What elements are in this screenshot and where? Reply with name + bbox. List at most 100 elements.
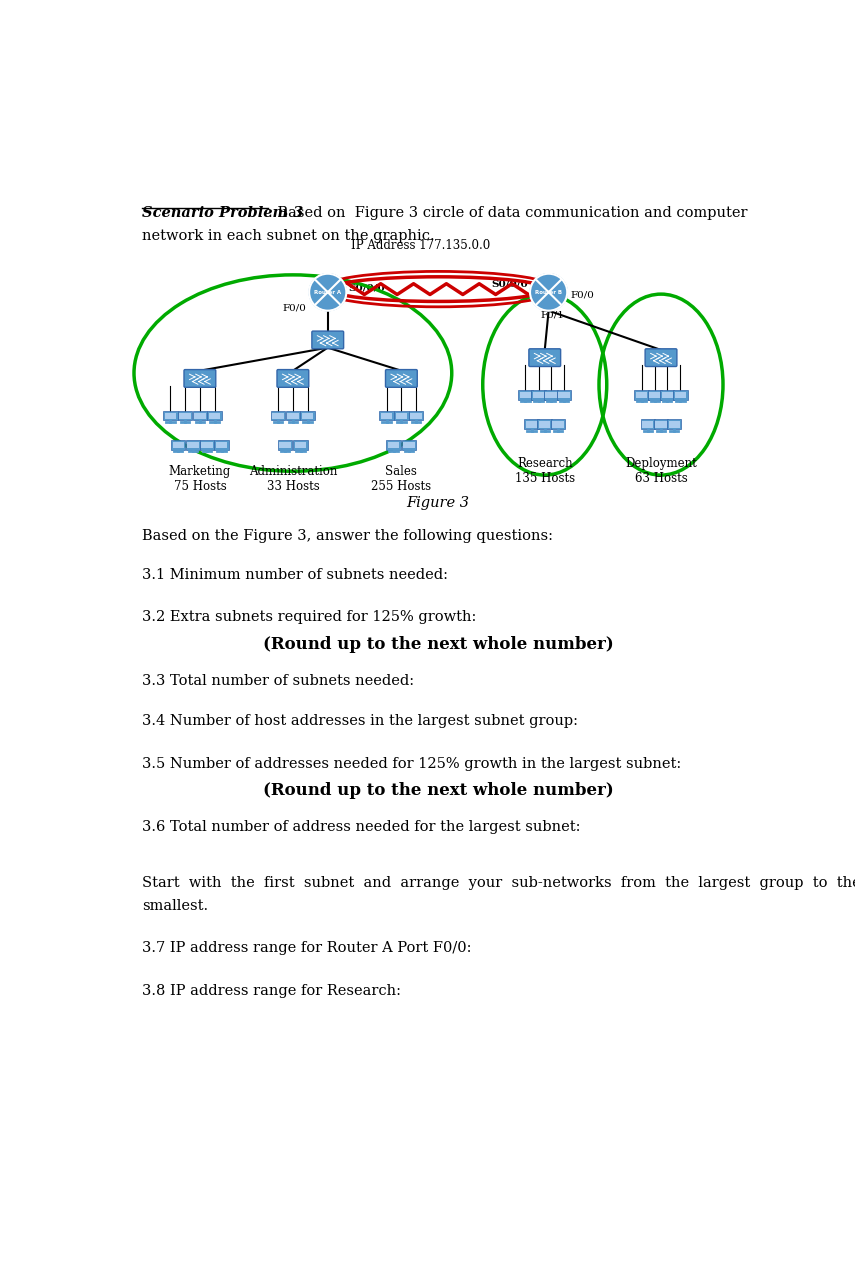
FancyBboxPatch shape bbox=[286, 411, 300, 420]
FancyBboxPatch shape bbox=[409, 411, 423, 420]
FancyBboxPatch shape bbox=[216, 442, 227, 448]
FancyBboxPatch shape bbox=[551, 419, 565, 429]
FancyBboxPatch shape bbox=[300, 411, 315, 420]
FancyBboxPatch shape bbox=[295, 442, 306, 448]
FancyBboxPatch shape bbox=[186, 440, 200, 449]
FancyBboxPatch shape bbox=[552, 421, 563, 428]
Text: 3.3 Total number of subnets needed:: 3.3 Total number of subnets needed: bbox=[142, 675, 414, 689]
FancyBboxPatch shape bbox=[173, 442, 184, 448]
FancyBboxPatch shape bbox=[171, 440, 186, 449]
Text: 3.8 IP address range for Research:: 3.8 IP address range for Research: bbox=[142, 983, 401, 997]
FancyBboxPatch shape bbox=[526, 421, 537, 428]
FancyBboxPatch shape bbox=[662, 392, 673, 398]
FancyBboxPatch shape bbox=[187, 442, 198, 448]
Circle shape bbox=[310, 274, 346, 311]
FancyBboxPatch shape bbox=[402, 440, 416, 449]
FancyBboxPatch shape bbox=[209, 413, 221, 420]
FancyBboxPatch shape bbox=[538, 419, 552, 429]
Text: F0/0: F0/0 bbox=[570, 291, 594, 300]
FancyBboxPatch shape bbox=[636, 392, 647, 398]
FancyBboxPatch shape bbox=[646, 348, 677, 366]
FancyBboxPatch shape bbox=[640, 419, 655, 429]
FancyBboxPatch shape bbox=[654, 419, 669, 429]
Text: 3.6 Total number of address needed for the largest subnet:: 3.6 Total number of address needed for t… bbox=[142, 820, 581, 835]
Text: Scenario Problem 3: Scenario Problem 3 bbox=[142, 206, 303, 220]
Text: 3.2 Extra subnets required for 125% growth:: 3.2 Extra subnets required for 125% grow… bbox=[142, 611, 476, 625]
FancyBboxPatch shape bbox=[165, 413, 176, 420]
Text: Start  with  the  first  subnet  and  arrange  your  sub-networks  from  the  la: Start with the first subnet and arrange … bbox=[142, 876, 855, 890]
Text: network in each subnet on the graphic.: network in each subnet on the graphic. bbox=[142, 229, 434, 243]
FancyBboxPatch shape bbox=[558, 392, 569, 398]
Text: 3.1 Minimum number of subnets needed:: 3.1 Minimum number of subnets needed: bbox=[142, 568, 448, 582]
Text: Deployment
63 Hosts: Deployment 63 Hosts bbox=[625, 457, 697, 485]
FancyBboxPatch shape bbox=[163, 411, 178, 420]
FancyBboxPatch shape bbox=[215, 440, 229, 449]
FancyBboxPatch shape bbox=[280, 442, 291, 448]
FancyBboxPatch shape bbox=[539, 421, 551, 428]
FancyBboxPatch shape bbox=[287, 413, 298, 420]
FancyBboxPatch shape bbox=[660, 390, 675, 399]
FancyBboxPatch shape bbox=[293, 440, 308, 449]
FancyBboxPatch shape bbox=[381, 413, 392, 420]
FancyBboxPatch shape bbox=[675, 392, 686, 398]
Text: Marketing
75 Hosts: Marketing 75 Hosts bbox=[168, 465, 231, 493]
FancyBboxPatch shape bbox=[207, 411, 222, 420]
FancyBboxPatch shape bbox=[192, 411, 207, 420]
Text: IP Address 177.135.0.0: IP Address 177.135.0.0 bbox=[351, 239, 490, 252]
FancyBboxPatch shape bbox=[518, 390, 533, 399]
FancyBboxPatch shape bbox=[649, 392, 660, 398]
FancyBboxPatch shape bbox=[634, 390, 649, 399]
Text: smallest.: smallest. bbox=[142, 899, 208, 913]
FancyBboxPatch shape bbox=[533, 392, 545, 398]
FancyBboxPatch shape bbox=[673, 390, 687, 399]
FancyBboxPatch shape bbox=[520, 392, 531, 398]
Text: S0/0/0: S0/0/0 bbox=[491, 280, 528, 289]
FancyBboxPatch shape bbox=[524, 419, 539, 429]
FancyBboxPatch shape bbox=[201, 442, 213, 448]
FancyBboxPatch shape bbox=[529, 348, 561, 366]
Text: F0/0: F0/0 bbox=[282, 303, 306, 312]
Text: 3.4 Number of host addresses in the largest subnet group:: 3.4 Number of host addresses in the larg… bbox=[142, 714, 578, 728]
Text: Sales
255 Hosts: Sales 255 Hosts bbox=[371, 465, 432, 493]
FancyBboxPatch shape bbox=[178, 411, 192, 420]
FancyBboxPatch shape bbox=[404, 442, 415, 448]
FancyBboxPatch shape bbox=[278, 440, 292, 449]
Text: 3.7 IP address range for Router A Port F0/0:: 3.7 IP address range for Router A Port F… bbox=[142, 941, 471, 955]
FancyBboxPatch shape bbox=[394, 411, 409, 420]
FancyBboxPatch shape bbox=[199, 440, 214, 449]
Circle shape bbox=[530, 274, 567, 311]
FancyBboxPatch shape bbox=[194, 413, 205, 420]
FancyBboxPatch shape bbox=[273, 413, 284, 420]
Text: Administration
33 Hosts: Administration 33 Hosts bbox=[249, 465, 337, 493]
Text: : Based on  Figure 3 circle of data communication and computer: : Based on Figure 3 circle of data commu… bbox=[268, 206, 747, 220]
FancyBboxPatch shape bbox=[302, 413, 313, 420]
FancyBboxPatch shape bbox=[642, 421, 653, 428]
FancyBboxPatch shape bbox=[388, 442, 399, 448]
Text: Research
135 Hosts: Research 135 Hosts bbox=[515, 457, 575, 485]
Text: S0/0/0: S0/0/0 bbox=[349, 284, 386, 293]
FancyBboxPatch shape bbox=[271, 411, 286, 420]
FancyBboxPatch shape bbox=[669, 421, 680, 428]
FancyBboxPatch shape bbox=[277, 370, 309, 388]
Text: Based on the Figure 3, answer the following questions:: Based on the Figure 3, answer the follow… bbox=[142, 530, 552, 543]
FancyBboxPatch shape bbox=[544, 390, 558, 399]
FancyBboxPatch shape bbox=[545, 392, 557, 398]
FancyBboxPatch shape bbox=[557, 390, 571, 399]
Text: F0/1: F0/1 bbox=[541, 311, 565, 320]
FancyBboxPatch shape bbox=[667, 419, 681, 429]
FancyBboxPatch shape bbox=[180, 413, 191, 420]
FancyBboxPatch shape bbox=[386, 370, 417, 388]
Text: (Round up to the next whole number): (Round up to the next whole number) bbox=[262, 636, 614, 653]
Text: Router B: Router B bbox=[535, 289, 563, 294]
FancyBboxPatch shape bbox=[647, 390, 662, 399]
Text: 3.5 Number of addresses needed for 125% growth in the largest subnet:: 3.5 Number of addresses needed for 125% … bbox=[142, 756, 681, 771]
FancyBboxPatch shape bbox=[312, 332, 344, 348]
FancyBboxPatch shape bbox=[380, 411, 394, 420]
FancyBboxPatch shape bbox=[410, 413, 422, 420]
Text: Figure 3: Figure 3 bbox=[407, 497, 469, 511]
FancyBboxPatch shape bbox=[396, 413, 407, 420]
FancyBboxPatch shape bbox=[531, 390, 545, 399]
FancyBboxPatch shape bbox=[184, 370, 215, 388]
FancyBboxPatch shape bbox=[655, 421, 667, 428]
Text: (Round up to the next whole number): (Round up to the next whole number) bbox=[262, 782, 614, 799]
